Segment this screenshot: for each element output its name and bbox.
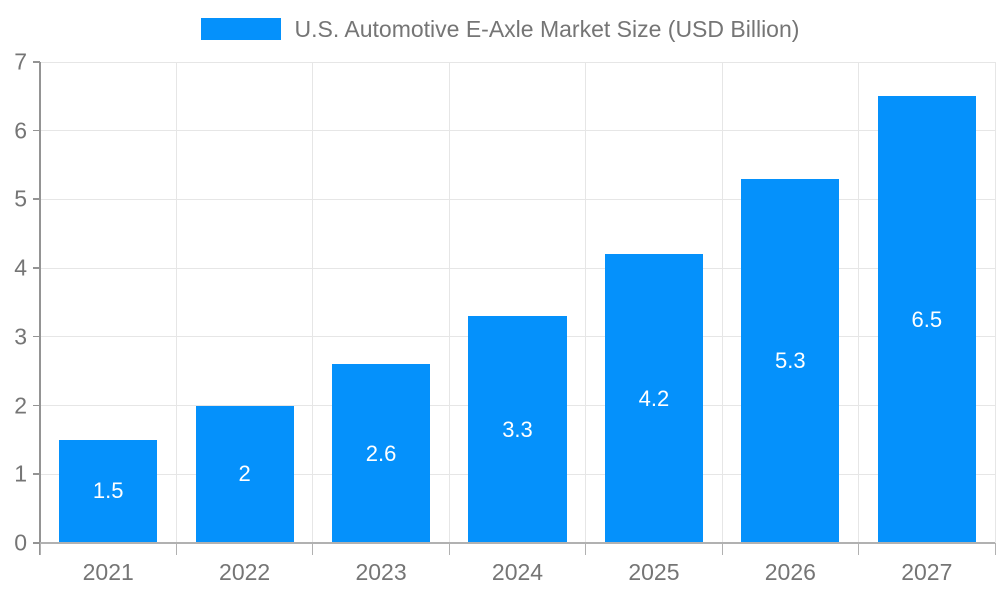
v-gridline: [858, 62, 860, 543]
y-axis-tick: [33, 267, 40, 269]
h-gridline: [40, 61, 995, 63]
y-axis-tick: [33, 335, 40, 338]
bar-2027[interactable]: 6.5: [877, 96, 976, 543]
v-gridline: [312, 62, 314, 543]
x-axis-tick: [175, 543, 177, 555]
h-gridline: [40, 198, 995, 200]
x-axis-category-label: 2025: [628, 559, 680, 585]
legend[interactable]: U.S. Automotive E-Axle Market Size (USD …: [0, 16, 1000, 42]
x-axis-category-label: 2022: [219, 559, 271, 585]
v-gridline: [175, 62, 177, 543]
y-axis-tick-label: 4: [14, 254, 27, 281]
y-axis-tick-label: 2: [14, 392, 27, 419]
h-gridline: [40, 267, 995, 269]
h-gridline: [40, 130, 995, 132]
bar-value-label: 4.2: [638, 385, 670, 411]
bar-2023[interactable]: 2.6: [331, 364, 431, 543]
y-axis-tick: [33, 61, 40, 63]
y-axis-tick: [33, 404, 40, 407]
v-gridline: [721, 62, 723, 543]
x-axis-tick: [994, 543, 996, 555]
bar-value-label: 1.5: [92, 478, 124, 504]
bar-2025[interactable]: 4.2: [604, 254, 704, 543]
bar-2021[interactable]: 1.5: [59, 439, 158, 543]
y-axis-tick-label: 1: [14, 460, 27, 487]
y-axis-tick: [33, 129, 40, 132]
plot-area: 0 1 2 3 4 5 6 7 1.5 2021 2 2022 2.6 2023 3.3 2024 4.2 202…: [14, 50, 996, 585]
y-axis-tick-label: 6: [14, 117, 27, 144]
bar-2022[interactable]: 2: [195, 405, 294, 543]
x-axis-tick: [721, 543, 723, 555]
v-gridline: [448, 62, 450, 543]
bar-value-label: 3.3: [502, 416, 533, 442]
y-axis-tick-label: 0: [14, 529, 27, 556]
x-axis-tick: [585, 543, 587, 555]
x-axis-tick: [312, 543, 314, 555]
v-gridline: [994, 62, 996, 543]
x-axis-tick: [39, 543, 41, 555]
x-axis-category-label: 2021: [82, 559, 134, 585]
legend-label: U.S. Automotive E-Axle Market Size (USD …: [294, 15, 800, 42]
x-axis-category-label: 2024: [491, 559, 544, 585]
bar-value-label: 5.3: [775, 347, 806, 373]
bar-2026[interactable]: 5.3: [741, 178, 840, 543]
x-axis-category-label: 2027: [901, 559, 953, 585]
x-axis-tick: [858, 543, 860, 555]
bar-value-label: 6.5: [911, 306, 943, 332]
y-axis-tick: [33, 198, 40, 200]
y-axis-tick-label: 7: [14, 48, 27, 75]
bar-value-label: 2: [238, 461, 251, 487]
bar-2024[interactable]: 3.3: [468, 316, 567, 543]
x-axis-line: [40, 542, 995, 544]
y-axis-tick: [33, 473, 40, 475]
x-axis-category-label: 2026: [764, 559, 816, 585]
y-axis-tick-label: 5: [14, 185, 27, 212]
y-axis-line: [39, 62, 41, 555]
y-axis-tick: [33, 542, 40, 544]
x-axis-tick: [448, 543, 450, 555]
v-gridline: [585, 62, 587, 543]
y-axis-tick-label: 3: [14, 323, 27, 350]
bar-value-label: 2.6: [365, 440, 397, 466]
legend-swatch: [200, 18, 281, 40]
x-axis-category-label: 2023: [355, 559, 407, 585]
